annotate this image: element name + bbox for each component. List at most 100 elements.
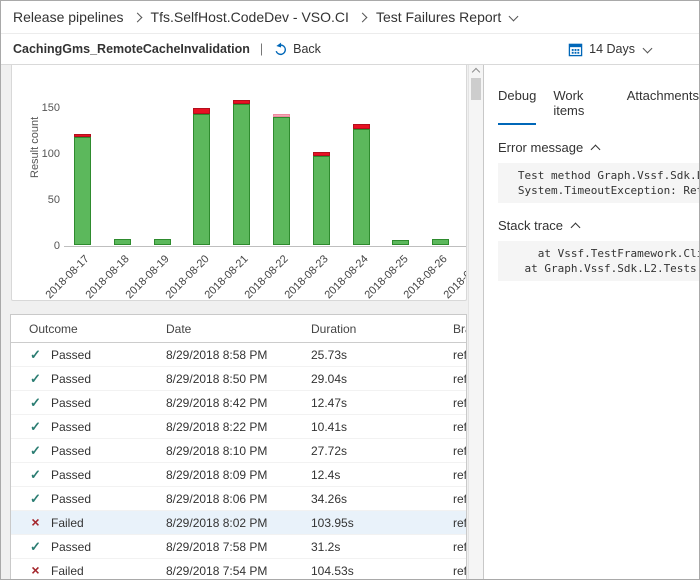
breadcrumb-item[interactable]: Tfs.SelfHost.CodeDev - VSO.CI [150, 9, 349, 25]
bar-segment-failed [193, 108, 211, 114]
y-axis-tick-label: 100 [41, 148, 60, 160]
section-title: Stack trace [498, 218, 564, 233]
passed-check-icon: ✓ [30, 419, 41, 434]
table-row[interactable]: ✓ Passed 8/29/2018 8:06 PM 34.26s refs/ [11, 487, 466, 511]
outcome-cell: ✓ Passed [29, 372, 166, 386]
undo-icon [275, 42, 287, 55]
table-row[interactable]: ✓ Passed 8/29/2018 8:10 PM 27.72s refs/ [11, 439, 466, 463]
back-label: Back [293, 42, 321, 56]
date-cell: 8/29/2018 8:50 PM [166, 371, 268, 386]
test-results-table: Outcome Date Duration Branch ✓ Passed 8/29/20… [10, 314, 467, 579]
scrollbar-thumb[interactable] [471, 78, 481, 100]
date-cell: 8/29/2018 8:06 PM [166, 491, 268, 506]
column-header-outcome[interactable]: Outcome [29, 321, 78, 336]
date-cell: 8/29/2018 8:09 PM [166, 467, 268, 482]
outcome-label: Passed [51, 491, 92, 506]
breadcrumb-item[interactable]: Release pipelines [13, 9, 124, 25]
tab-attachments[interactable]: Attachments [626, 88, 699, 103]
outcome-label: Failed [51, 515, 84, 530]
bar-segment-passed [153, 239, 171, 245]
bar-segment-passed [273, 117, 290, 245]
passed-check-icon: ✓ [30, 491, 41, 506]
bar-segment-other [273, 114, 290, 117]
duration-cell: 25.73s [311, 347, 348, 362]
bar-2018-08-24[interactable] [352, 124, 370, 245]
bar-2018-08-26[interactable] [432, 239, 450, 245]
table-row[interactable]: ✓ Passed 8/29/2018 8:50 PM 29.04s refs/ [11, 367, 466, 391]
outcome-cell: ✓ Passed [29, 396, 166, 410]
y-axis-tick-label: 0 [53, 240, 60, 252]
bar-segment-failed [74, 134, 91, 137]
passed-check-icon: ✓ [30, 539, 41, 554]
branch-cell: refs/ [453, 443, 466, 458]
tab-debug[interactable]: Debug [498, 88, 537, 125]
bar-2018-08-25[interactable] [392, 240, 410, 245]
duration-cell: 27.72s [311, 443, 348, 458]
outcome-label: Failed [51, 563, 84, 578]
bar-segment-failed [352, 124, 370, 129]
bar-2018-08-23[interactable] [312, 152, 330, 245]
vertical-scrollbar[interactable] [468, 65, 483, 579]
table-row[interactable]: ✓ Passed 8/29/2018 8:42 PM 12.47s refs/ [11, 391, 466, 415]
scroll-up-icon[interactable] [471, 67, 481, 77]
passed-check-icon: ✓ [30, 467, 41, 482]
branch-cell: refs/ [453, 347, 466, 362]
outcome-cell: ✓ Passed [29, 348, 166, 362]
bar-2018-08-17[interactable] [74, 134, 91, 245]
x-axis-line [64, 246, 466, 247]
outcome-cell: ✓ Passed [29, 468, 166, 482]
column-header-branch[interactable]: Branch [453, 321, 466, 336]
table-row[interactable]: ✓ Passed 8/29/2018 7:58 PM 31.2s refs/ [11, 535, 466, 559]
passed-check-icon: ✓ [30, 443, 41, 458]
duration-cell: 10.41s [311, 419, 348, 434]
outcome-label: Passed [51, 347, 92, 362]
bar-2018-08-18[interactable] [113, 239, 131, 245]
date-cell: 8/29/2018 7:54 PM [166, 563, 268, 578]
column-header-date[interactable]: Date [166, 321, 192, 336]
date-cell: 8/29/2018 8:22 PM [166, 419, 268, 434]
table-row[interactable]: ✓ Passed 8/29/2018 8:58 PM 25.73s refs/ [11, 343, 466, 367]
bar-2018-08-22[interactable] [273, 114, 290, 245]
outcome-cell: ✓ Passed [29, 540, 166, 554]
table-row[interactable]: × Failed 8/29/2018 8:02 PM 103.95s refs/ [11, 511, 466, 535]
bar-2018-08-21[interactable] [233, 100, 251, 245]
bar-segment-passed [352, 129, 370, 245]
test-name-label: CachingGms_RemoteCacheInvalidation [13, 42, 250, 56]
section-header-stack-trace[interactable]: Stack trace [498, 218, 699, 233]
outcome-label: Passed [51, 371, 92, 386]
table-row[interactable]: × Failed 8/29/2018 7:54 PM 104.53s refs/ [11, 559, 466, 579]
table-row[interactable]: ✓ Passed 8/29/2018 8:22 PM 10.41s refs/ [11, 415, 466, 439]
back-button[interactable]: Back [273, 42, 321, 57]
duration-cell: 12.4s [311, 467, 341, 482]
branch-cell: refs/ [453, 539, 466, 554]
bar-segment-failed [312, 152, 330, 156]
outcome-cell: ✓ Passed [29, 444, 166, 458]
bar-2018-08-19[interactable] [153, 239, 171, 245]
failed-x-icon: × [31, 514, 40, 530]
chevron-up-icon [590, 144, 601, 154]
report-dropdown-caret-icon[interactable] [508, 11, 519, 21]
table-row[interactable]: ✓ Passed 8/29/2018 8:09 PM 12.4s refs/ [11, 463, 466, 487]
bar-segment-passed [113, 239, 131, 245]
outcome-label: Passed [51, 395, 92, 410]
bar-segment-passed [312, 156, 330, 245]
detail-tabs: Debug Work items Attachments [498, 88, 699, 125]
column-header-duration[interactable]: Duration [311, 321, 357, 336]
branch-cell: refs/ [453, 371, 466, 386]
duration-cell: 31.2s [311, 539, 341, 554]
separator: | [259, 42, 264, 56]
passed-check-icon: ✓ [30, 371, 41, 386]
breadcrumb-item[interactable]: Test Failures Report [375, 9, 502, 25]
section-title: Error message [498, 140, 584, 155]
section-header-error-message[interactable]: Error message [498, 140, 699, 155]
date-cell: 8/29/2018 8:02 PM [166, 515, 268, 530]
date-range-picker[interactable]: 14 Days [568, 42, 653, 57]
y-axis-tick-label: 50 [47, 194, 60, 206]
bar-2018-08-20[interactable] [193, 108, 211, 245]
detail-sections: Error message Test method Graph.Vssf.Sdk… [484, 140, 699, 281]
date-cell: 8/29/2018 8:10 PM [166, 443, 268, 458]
passed-check-icon: ✓ [30, 347, 41, 362]
duration-cell: 12.47s [311, 395, 348, 410]
tab-work-items[interactable]: Work items [553, 88, 585, 118]
